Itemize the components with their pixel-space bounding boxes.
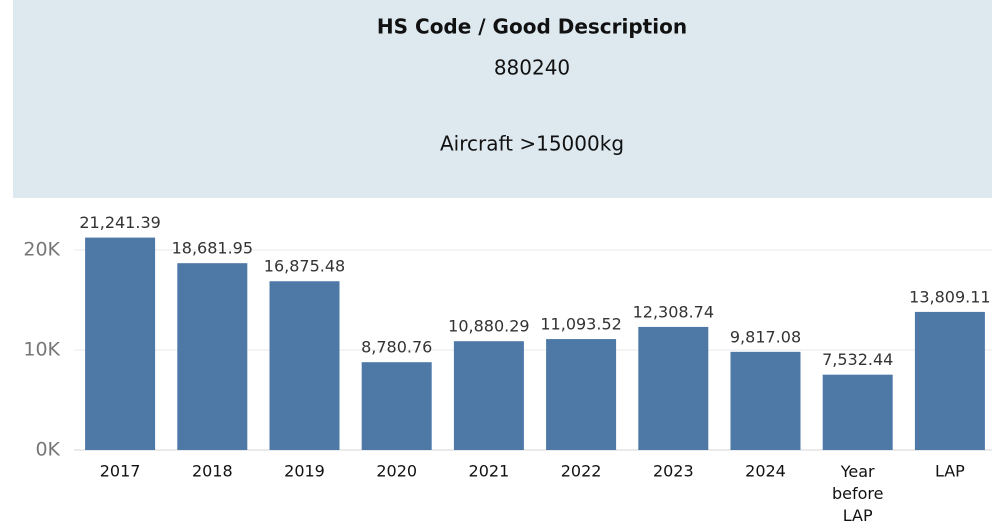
y-tick-label: 0K bbox=[35, 439, 60, 461]
bar bbox=[269, 281, 340, 450]
x-tick-label: 2020 bbox=[376, 462, 417, 481]
bar bbox=[453, 341, 524, 450]
good-description: Aircraft >15000kg bbox=[440, 132, 624, 156]
y-tick-label: 20K bbox=[23, 239, 60, 261]
x-tick-label: 2018 bbox=[192, 462, 233, 481]
x-tick-label: 2017 bbox=[100, 462, 141, 481]
x-tick-line: LAP bbox=[843, 506, 873, 525]
bar bbox=[822, 374, 893, 450]
value-label: 9,817.08 bbox=[730, 327, 801, 346]
bar bbox=[638, 326, 709, 450]
bar bbox=[85, 237, 156, 450]
bar bbox=[730, 351, 801, 450]
bar bbox=[914, 311, 985, 450]
value-label: 21,241.39 bbox=[79, 213, 160, 232]
x-tick-label: 2019 bbox=[284, 462, 325, 481]
value-label: 16,875.48 bbox=[264, 257, 345, 276]
value-label: 13,809.11 bbox=[909, 287, 990, 306]
hs-code: 880240 bbox=[494, 56, 570, 80]
value-label: 8,780.76 bbox=[361, 338, 432, 357]
header-panel bbox=[13, 0, 992, 198]
bar bbox=[177, 263, 248, 450]
x-tick-label: 2024 bbox=[745, 462, 786, 481]
y-tick-label: 10K bbox=[23, 339, 60, 361]
value-label: 7,532.44 bbox=[822, 350, 893, 369]
chart-title: HS Code / Good Description bbox=[377, 15, 687, 39]
x-tick-label: LAP bbox=[935, 462, 965, 481]
value-label: 11,093.52 bbox=[540, 315, 621, 334]
value-label: 12,308.74 bbox=[633, 302, 714, 321]
x-tick-label: 2021 bbox=[469, 462, 510, 481]
value-label: 18,681.95 bbox=[172, 239, 253, 258]
x-tick-label: 2023 bbox=[653, 462, 694, 481]
x-tick-label: 2022 bbox=[561, 462, 602, 481]
x-tick-line: before bbox=[832, 484, 884, 503]
x-tick-label: Year before LAP bbox=[832, 462, 884, 525]
bar bbox=[546, 339, 617, 450]
value-label: 10,880.29 bbox=[448, 317, 529, 336]
x-tick-line: Year bbox=[840, 462, 875, 481]
bar bbox=[361, 362, 432, 450]
